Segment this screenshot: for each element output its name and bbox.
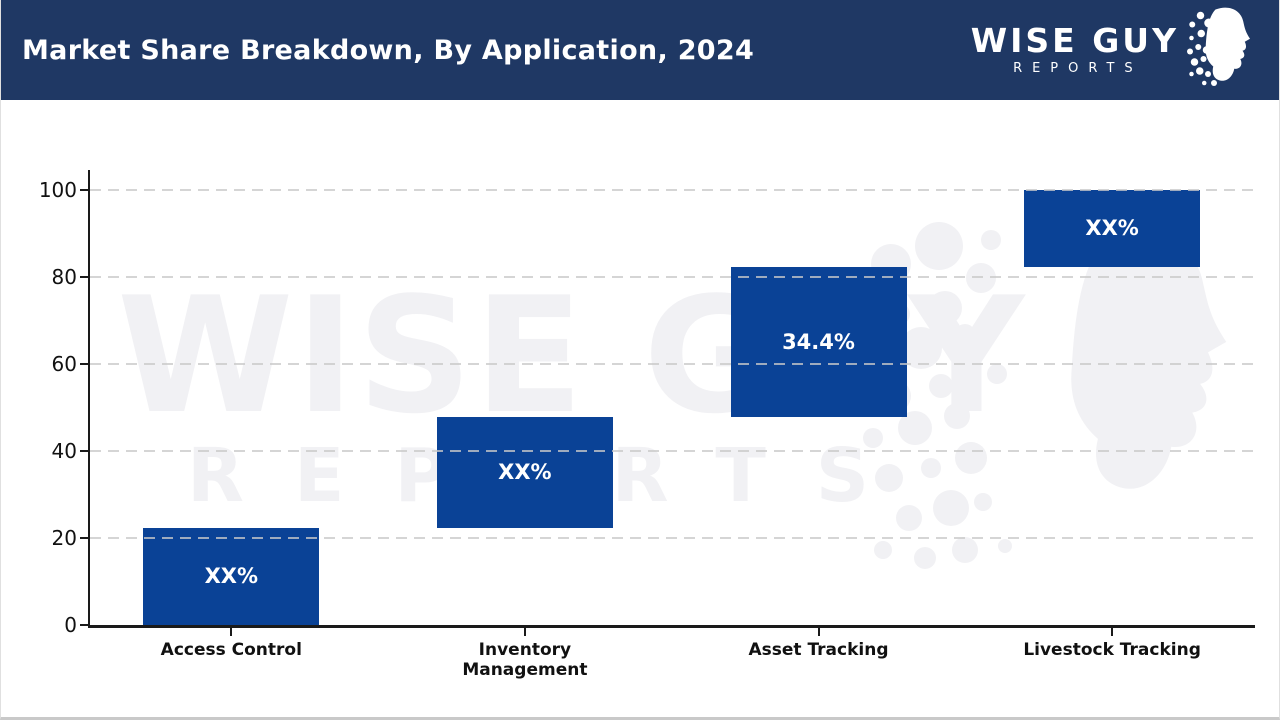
bar-access-control: XX% [143, 527, 320, 625]
x-category-label: Inventory Management [462, 640, 588, 680]
x-tick-mark [523, 628, 526, 636]
y-tick-label: 80 [51, 265, 77, 289]
brand-logo-name: WISE GUY [970, 21, 1179, 60]
brand-logo: WISE GUY REPORTS [971, 4, 1265, 96]
gridline-y-80 [90, 276, 1255, 278]
page-title: Market Share Breakdown, By Application, … [22, 34, 755, 66]
gridline-y-60 [90, 363, 1255, 365]
brand-logo-text: WISE GUY REPORTS [970, 21, 1179, 77]
x-category-label: Access Control [160, 640, 302, 660]
x-tick-mark [817, 628, 820, 636]
bar-value-label: XX% [1085, 216, 1139, 241]
y-tick-label: 0 [64, 613, 77, 637]
y-tick-label: 100 [38, 178, 77, 202]
x-category-label: Asset Tracking [748, 640, 889, 660]
y-tick-label: 60 [51, 352, 77, 376]
gridline-y-20 [90, 537, 1255, 539]
watermark-face-logo [863, 222, 1227, 569]
header-banner: Market Share Breakdown, By Application, … [1, 0, 1279, 100]
bar-livestock-tracking: XX% [1024, 190, 1201, 267]
gridline-y-100 [90, 189, 1255, 191]
y-tick-mark [80, 276, 89, 278]
brand-face-icon [1187, 7, 1250, 86]
y-tick-label: 20 [51, 526, 77, 550]
x-tick-mark [230, 628, 233, 636]
y-tick-label: 40 [51, 439, 77, 463]
bar-asset-tracking: 34.4% [730, 266, 907, 417]
y-tick-mark [80, 363, 89, 365]
bar-inventory-management: XX% [436, 416, 613, 528]
bar-value-label: 34.4% [782, 329, 855, 354]
bar-value-label: XX% [498, 460, 552, 485]
gridline-y-40 [90, 450, 1255, 452]
brand-logo-subtitle: REPORTS [1013, 61, 1143, 76]
y-tick-mark [80, 624, 89, 626]
y-tick-mark [80, 189, 89, 191]
bar-value-label: XX% [204, 564, 259, 589]
x-category-label: Livestock Tracking [1023, 640, 1201, 660]
x-tick-mark [1111, 628, 1114, 636]
y-axis-spine [88, 170, 90, 627]
y-tick-mark [80, 537, 89, 539]
y-tick-mark [80, 450, 89, 452]
x-axis-spine [88, 625, 1255, 628]
